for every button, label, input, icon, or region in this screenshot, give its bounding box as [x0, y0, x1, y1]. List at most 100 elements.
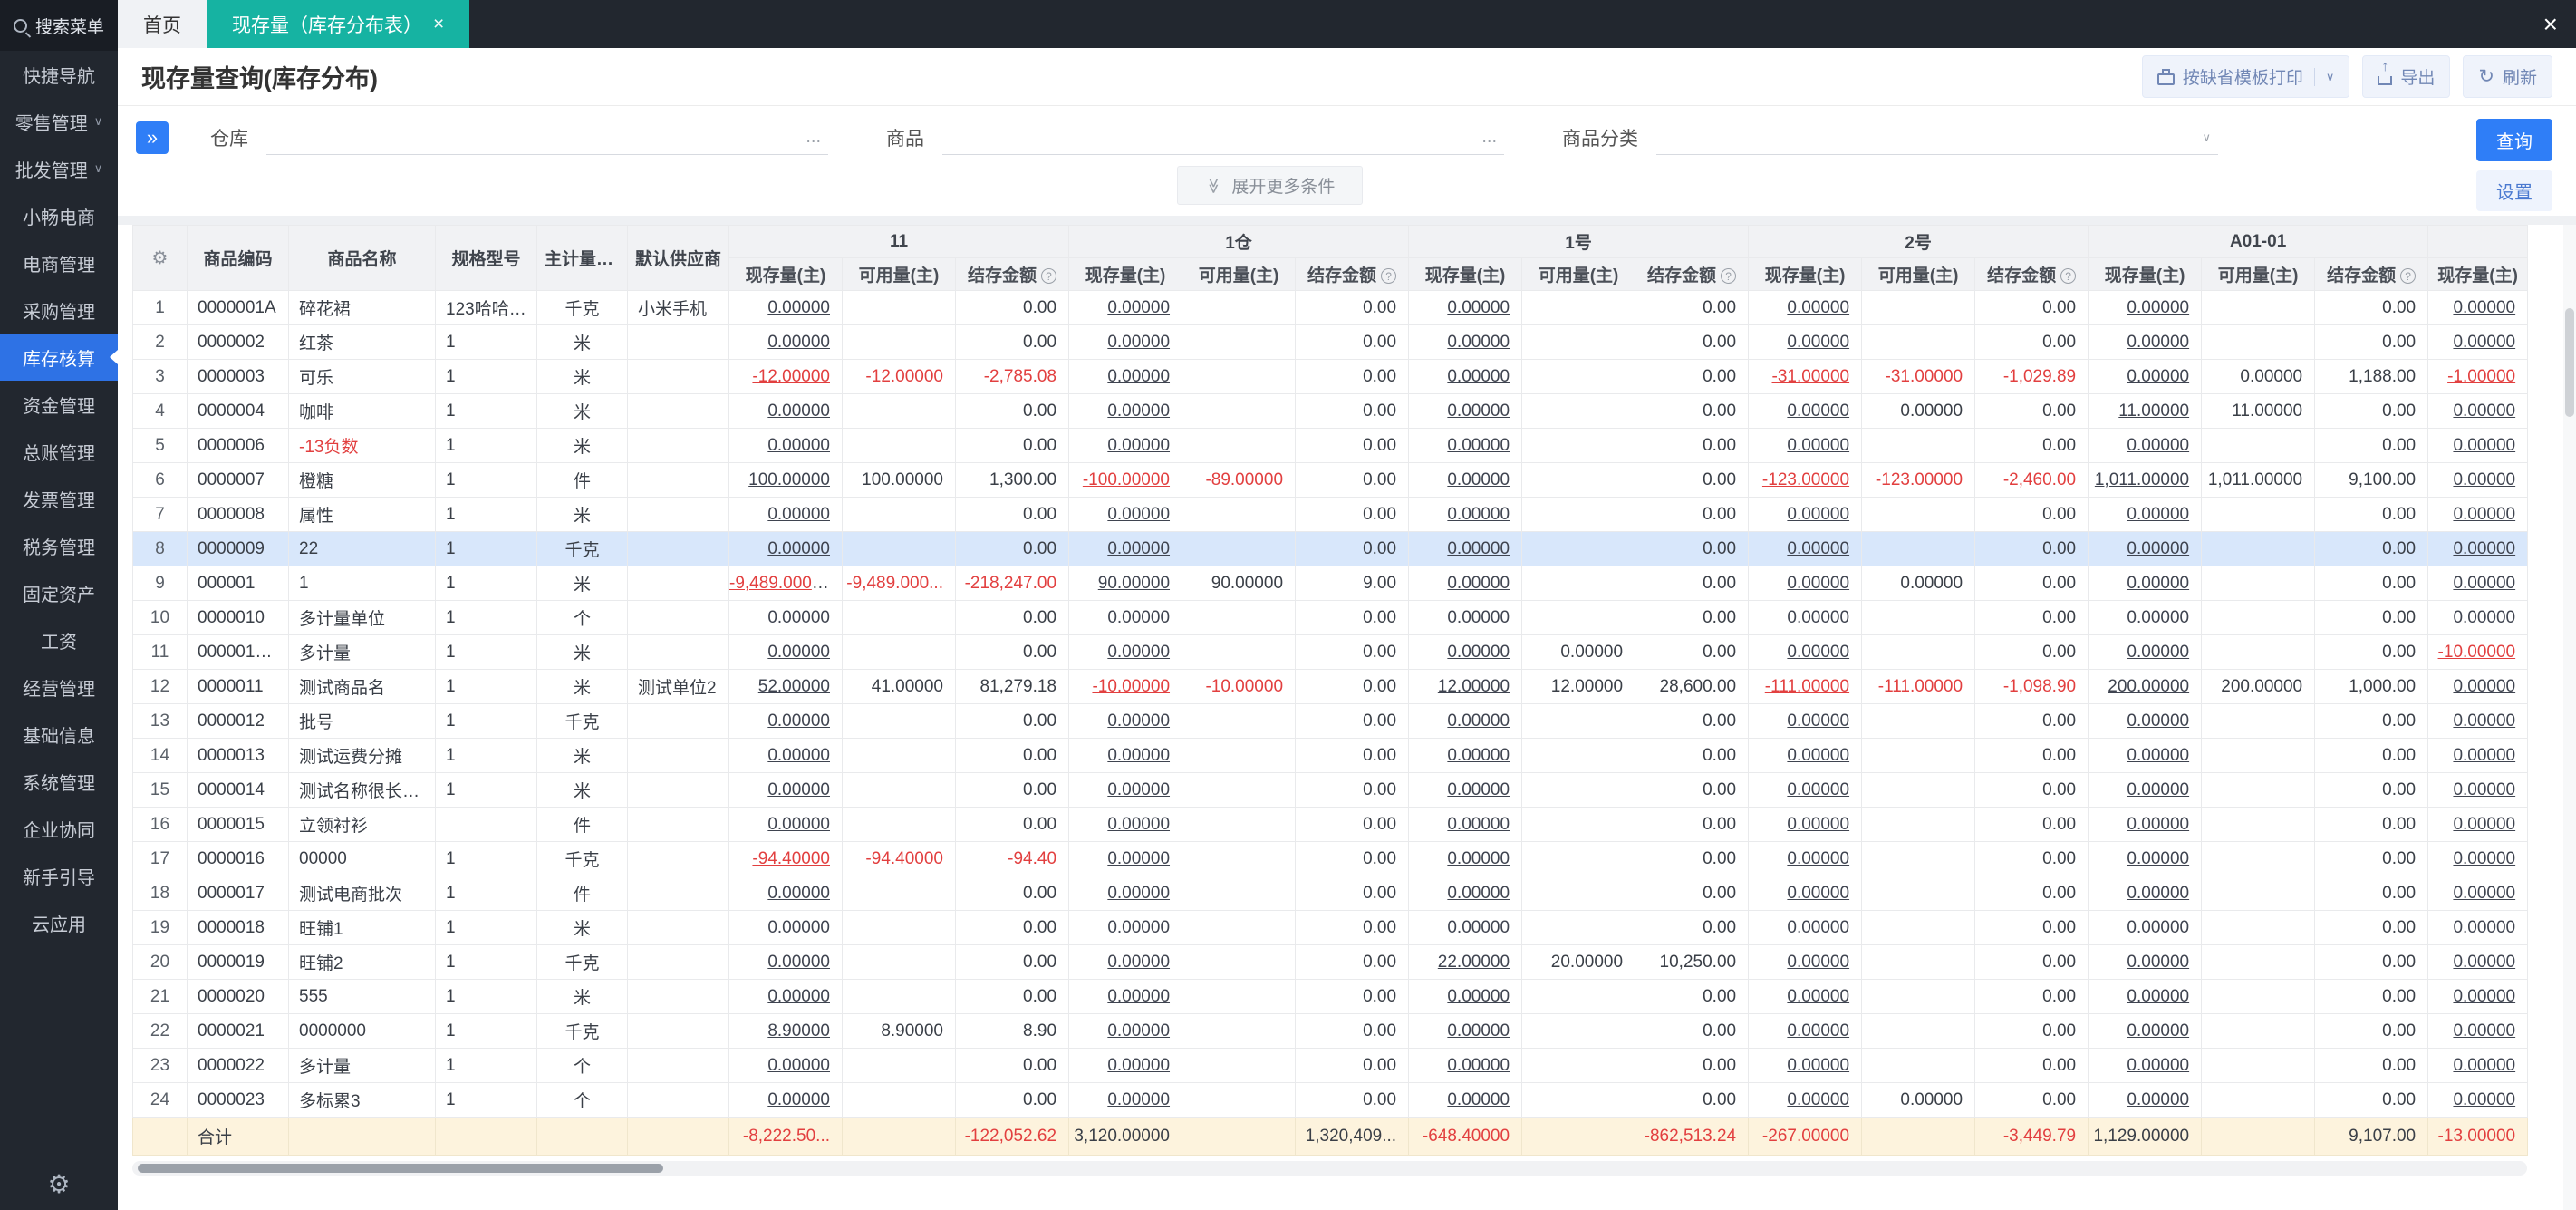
qty-drilldown-link[interactable]: 0.00000: [1107, 779, 1171, 799]
warehouse-group-header[interactable]: A01-01: [2088, 225, 2429, 258]
sub-column-header[interactable]: 现存量(主): [2427, 257, 2529, 291]
sidebar-item[interactable]: 电商管理: [0, 239, 118, 286]
help-icon[interactable]: ?: [2400, 268, 2417, 284]
qty-drilldown-link[interactable]: 0.00000: [1107, 848, 1171, 868]
qty-drilldown-link[interactable]: 0.00000: [1107, 401, 1171, 421]
horizontal-scrollbar-thumb[interactable]: [138, 1164, 663, 1173]
qty-drilldown-link[interactable]: 0.00000: [1787, 986, 1850, 1006]
sidebar-item[interactable]: 总账管理: [0, 428, 118, 475]
qty-drilldown-link[interactable]: 0.00000: [1447, 986, 1510, 1006]
table-row[interactable]: 18 0000017 测试电商批次 1 件 0.00000 0.00 0.00000 0.00 0…: [132, 876, 2529, 911]
expand-more-conditions-button[interactable]: ≫ 展开更多条件: [1176, 166, 1364, 205]
qty-drilldown-link[interactable]: 0.00000: [2453, 469, 2516, 489]
sub-column-header[interactable]: 可用量(主): [842, 257, 956, 291]
qty-drilldown-link[interactable]: 0.00000: [1107, 1055, 1171, 1075]
sub-column-header[interactable]: 现存量(主): [1068, 257, 1183, 291]
column-header[interactable]: 商品编码: [187, 225, 289, 291]
qty-drilldown-link[interactable]: 0.00000: [1447, 504, 1510, 524]
window-close-icon[interactable]: ×: [2542, 9, 2558, 38]
sidebar-item[interactable]: 经营管理: [0, 663, 118, 711]
table-row[interactable]: 4 0000004 咖啡 1 米 0.00000 0.00 0.00000 0.00 0.0000…: [132, 393, 2529, 429]
search-button[interactable]: 查询: [2476, 119, 2552, 161]
qty-drilldown-link[interactable]: 0.00000: [1447, 401, 1510, 421]
sub-column-header[interactable]: 结存金额?: [2314, 257, 2429, 291]
sub-column-header[interactable]: 结存金额?: [954, 257, 1070, 291]
sidebar-item[interactable]: 工资: [0, 616, 118, 663]
qty-drilldown-link[interactable]: 0.00000: [1107, 1089, 1171, 1109]
qty-drilldown-link[interactable]: 0.00000: [1787, 435, 1850, 455]
qty-drilldown-link[interactable]: 0.00000: [1107, 1021, 1171, 1041]
qty-drilldown-link[interactable]: 0.00000: [767, 779, 830, 799]
warehouse-group-header[interactable]: [2427, 225, 2529, 258]
qty-drilldown-link[interactable]: 0.00000: [1107, 504, 1171, 524]
qty-drilldown-link[interactable]: 0.00000: [2453, 779, 2516, 799]
chevron-down-icon[interactable]: ∨: [2325, 69, 2335, 83]
qty-drilldown-link[interactable]: 0.00000: [1787, 297, 1850, 317]
qty-drilldown-link[interactable]: 0.00000: [1107, 297, 1171, 317]
table-row[interactable]: 16 0000015 立领衬衫 件 0.00000 0.00 0.00000 0.00 0.00…: [132, 807, 2529, 842]
qty-drilldown-link[interactable]: 0.00000: [767, 538, 830, 558]
table-row[interactable]: 17 0000016 00000 1 千克 -94.40000 -94.40000 -94.4…: [132, 841, 2529, 876]
table-row[interactable]: 11 000001051... 多计量 1 米 0.00000 0.00 0.00000 0.0…: [132, 634, 2529, 670]
qty-drilldown-link[interactable]: 0.00000: [1447, 332, 1510, 352]
qty-drilldown-link[interactable]: -12.00000: [752, 366, 830, 386]
qty-drilldown-link[interactable]: 0.00000: [1447, 469, 1510, 489]
warehouse-group-header[interactable]: 1号: [1408, 225, 1750, 258]
sub-column-header[interactable]: 现存量(主): [1408, 257, 1523, 291]
qty-drilldown-link[interactable]: 0.00000: [767, 401, 830, 421]
qty-drilldown-link[interactable]: 0.00000: [1787, 1055, 1850, 1075]
table-row[interactable]: 8 0000009 22 1 千克 0.00000 0.00 0.00000 0.00 0.000…: [132, 531, 2529, 566]
qty-drilldown-link[interactable]: 0.00000: [1447, 642, 1510, 662]
qty-drilldown-link[interactable]: 0.00000: [2453, 952, 2516, 972]
qty-drilldown-link[interactable]: 0.00000: [1447, 607, 1510, 627]
qty-drilldown-link[interactable]: 0.00000: [2453, 297, 2516, 317]
expand-panel-button[interactable]: »: [136, 121, 169, 154]
qty-drilldown-link[interactable]: 0.00000: [2453, 917, 2516, 937]
product-input[interactable]: ...: [942, 121, 1504, 155]
sidebar-item[interactable]: 快捷导航: [0, 51, 118, 98]
table-row[interactable]: 22 0000021 0000000 1 千克 8.90000 8.90000 8.90 0.0…: [132, 1013, 2529, 1049]
sub-column-header[interactable]: 现存量(主): [728, 257, 843, 291]
qty-drilldown-link[interactable]: 0.00000: [767, 607, 830, 627]
sidebar-item[interactable]: 批发管理 ∨: [0, 145, 118, 192]
qty-drilldown-link[interactable]: 200.00000: [2108, 676, 2190, 696]
qty-drilldown-link[interactable]: 0.00000: [1107, 607, 1171, 627]
vertical-scrollbar-thumb[interactable]: [2565, 308, 2574, 417]
refresh-button[interactable]: ↻ 刷新: [2463, 55, 2552, 98]
qty-drilldown-link[interactable]: -100.00000: [1082, 469, 1171, 489]
sub-column-header[interactable]: 现存量(主): [1748, 257, 1863, 291]
sub-column-header[interactable]: 可用量(主): [1521, 257, 1636, 291]
help-icon[interactable]: ?: [2060, 268, 2077, 284]
qty-drilldown-link[interactable]: 0.00000: [2127, 642, 2190, 662]
warehouse-group-header[interactable]: 2号: [1748, 225, 2089, 258]
qty-drilldown-link[interactable]: 0.00000: [2127, 1055, 2190, 1075]
qty-drilldown-link[interactable]: 0.00000: [1107, 745, 1171, 765]
sub-column-header[interactable]: 可用量(主): [2201, 257, 2316, 291]
sub-column-header[interactable]: 可用量(主): [1861, 257, 1976, 291]
qty-drilldown-link[interactable]: 0.00000: [2453, 1021, 2516, 1041]
print-button[interactable]: 按缺省模板打印 ∨: [2141, 55, 2350, 98]
column-header[interactable]: 主计量单位: [536, 225, 628, 291]
sidebar-search-menu[interactable]: 搜索菜单: [0, 0, 118, 51]
qty-drilldown-link[interactable]: -10.00000: [1092, 676, 1171, 696]
qty-drilldown-link[interactable]: 1,011.00000: [2094, 469, 2190, 489]
settings-button[interactable]: 设置: [2476, 170, 2552, 211]
qty-drilldown-link[interactable]: 0.00000: [1787, 607, 1850, 627]
qty-drilldown-link[interactable]: 0.00000: [2453, 676, 2516, 696]
export-button[interactable]: 导出: [2362, 55, 2451, 98]
qty-drilldown-link[interactable]: 0.00000: [1107, 814, 1171, 834]
table-row[interactable]: 3 0000003 可乐 1 米 -12.00000 -12.00000 -2,785.08 0…: [132, 359, 2529, 394]
qty-drilldown-link[interactable]: 0.00000: [1447, 366, 1510, 386]
qty-drilldown-link[interactable]: 0.00000: [767, 952, 830, 972]
column-header[interactable]: 商品名称: [288, 225, 436, 291]
qty-drilldown-link[interactable]: 0.00000: [1107, 538, 1171, 558]
qty-drilldown-link[interactable]: 0.00000: [767, 642, 830, 662]
qty-drilldown-link[interactable]: 0.00000: [2127, 779, 2190, 799]
qty-drilldown-link[interactable]: 0.00000: [767, 332, 830, 352]
sidebar-item[interactable]: 新手引导: [0, 852, 118, 899]
qty-drilldown-link[interactable]: 0.00000: [767, 1089, 830, 1109]
sub-column-header[interactable]: 现存量(主): [2088, 257, 2203, 291]
qty-drilldown-link[interactable]: 0.00000: [767, 504, 830, 524]
help-icon[interactable]: ?: [1381, 268, 1397, 284]
qty-drilldown-link[interactable]: 0.00000: [1447, 711, 1510, 731]
